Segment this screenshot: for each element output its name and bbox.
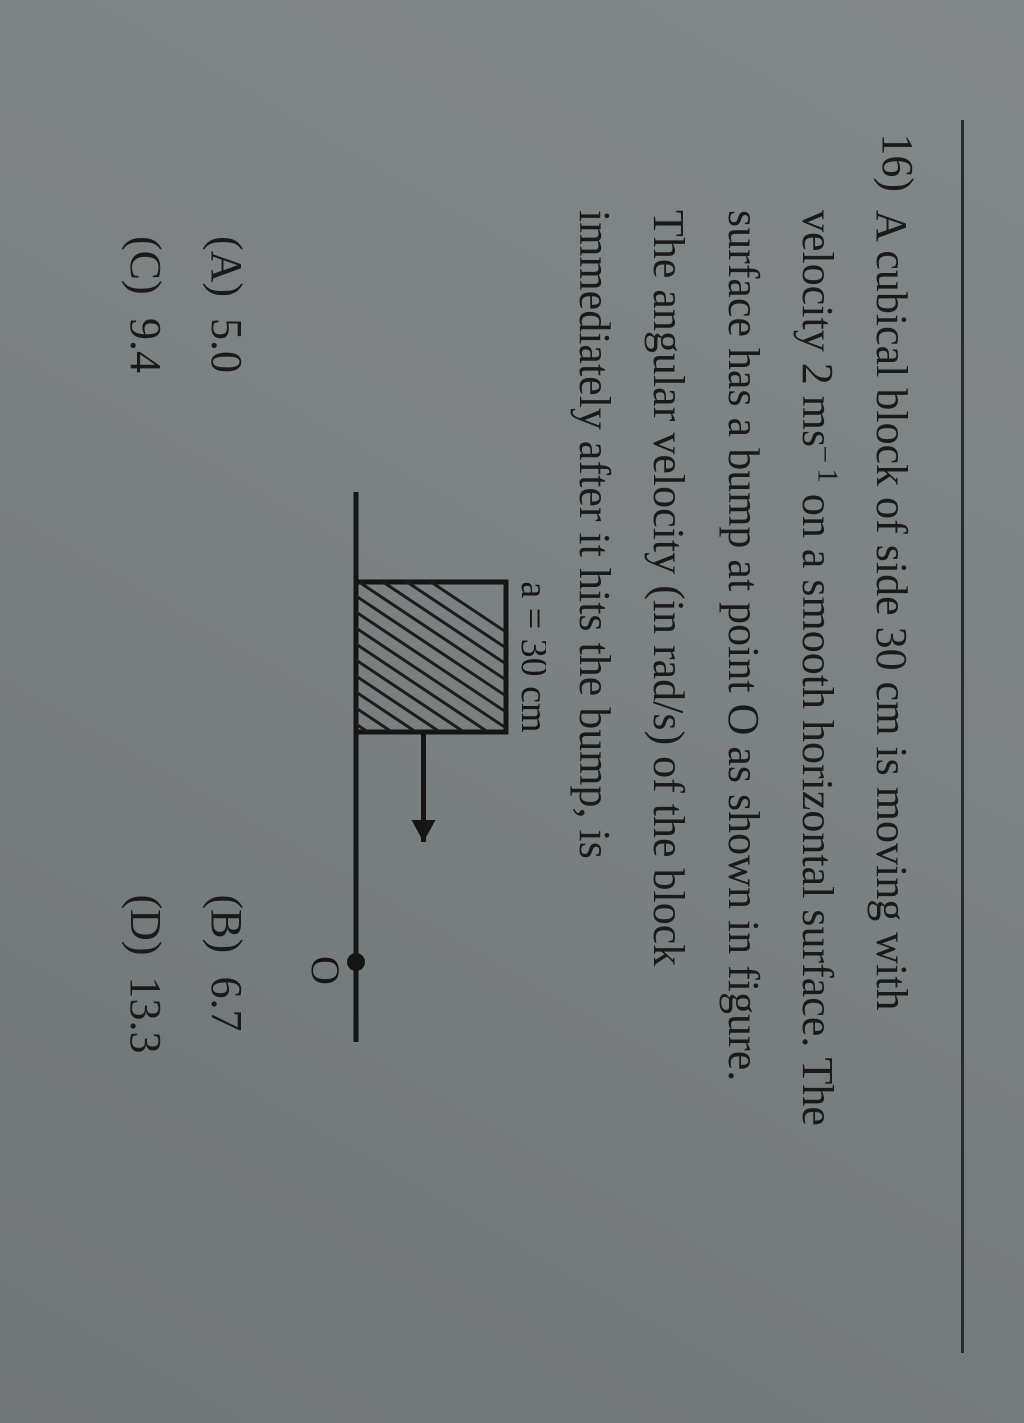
option-A: (A) 5.0 <box>201 236 252 695</box>
page: 16) A cubical block of side 30 cm is mov… <box>0 0 1024 1423</box>
option-B-label: (B) <box>201 895 252 963</box>
options-grid: (A) 5.0 (B) 6.7 (C) 9.4 (D) 13.3 <box>120 236 252 1353</box>
question-line-1: A cubical block of side 30 cm is moving … <box>857 210 925 1353</box>
question-line-2: velocity 2 ms– 1 on a smooth horizontal … <box>783 210 851 1353</box>
option-C-label: (C) <box>120 236 171 304</box>
q2-sup: – 1 <box>811 447 842 483</box>
option-A-label: (A) <box>201 236 252 304</box>
q2-post: on a smooth horizontal surface. The <box>793 483 842 1126</box>
option-D-value: 13.3 <box>120 977 171 1054</box>
option-B: (B) 6.7 <box>201 895 252 1354</box>
option-B-value: 6.7 <box>201 977 252 1032</box>
option-D: (D) 13.3 <box>120 895 171 1354</box>
question-line-4: The angular velocity (in rad/s) of the b… <box>634 210 702 1353</box>
option-C-value: 9.4 <box>120 318 171 373</box>
option-D-label: (D) <box>120 895 171 963</box>
option-C: (C) 9.4 <box>120 236 171 695</box>
question-row: 16) A cubical block of side 30 cm is mov… <box>252 120 925 1353</box>
svg-text:O: O <box>303 956 348 985</box>
question-line-3: surface has a bump at point O as shown i… <box>708 210 776 1353</box>
svg-text:a = 30 cm: a = 30 cm <box>513 581 546 732</box>
option-A-value: 5.0 <box>201 318 252 373</box>
q2-pre: velocity 2 ms <box>793 210 842 447</box>
question-line-5: immediately after it hits the bump, is <box>560 210 628 1353</box>
question-number: 16) <box>870 120 925 192</box>
question-body: A cubical block of side 30 cm is moving … <box>252 210 925 1353</box>
figure-diagram: Oa = 30 cm <box>286 462 546 1102</box>
top-rule <box>961 120 964 1353</box>
figure-wrap: Oa = 30 cm <box>286 210 546 1353</box>
